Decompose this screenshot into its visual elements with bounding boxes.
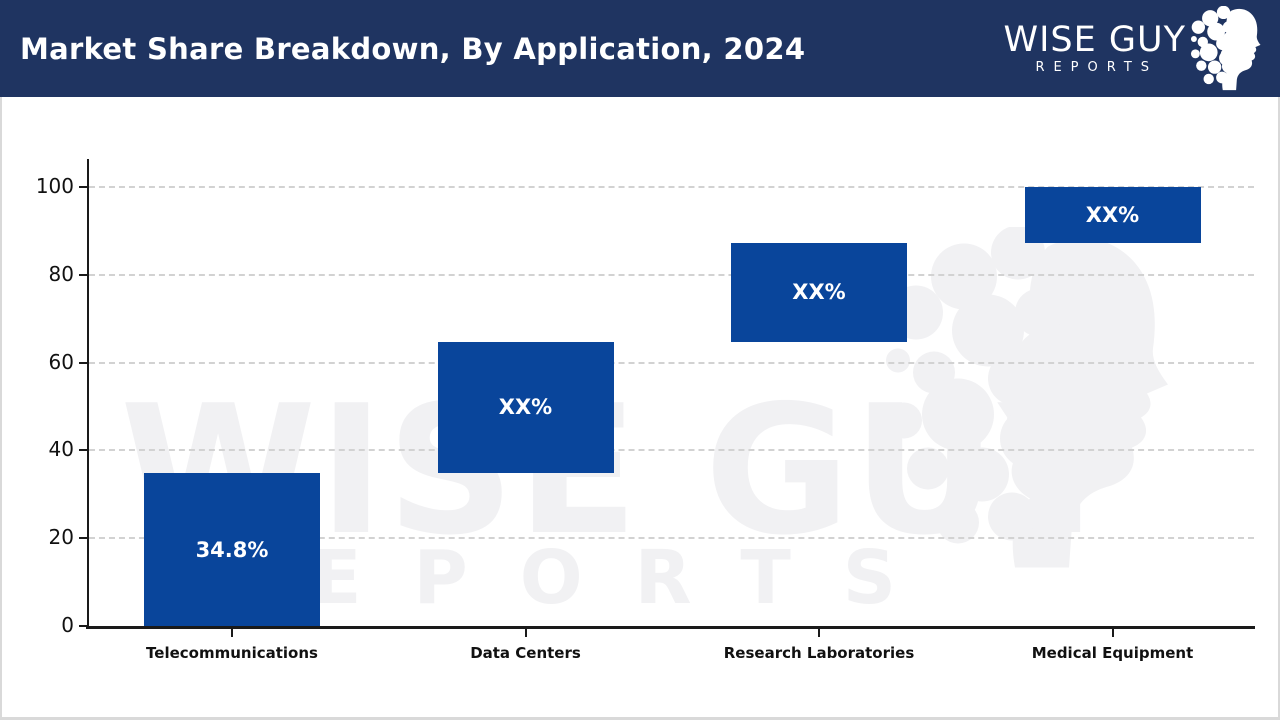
- gridline-40: [89, 449, 1254, 452]
- bar-telecommunications: 34.8%: [144, 473, 320, 626]
- bar-value-label: XX%: [792, 280, 846, 305]
- y-tick-60: [79, 361, 87, 364]
- chart-area: WISE GUY REPORTS 0 20 40 60 80 100 34.8% Teleco…: [0, 97, 1280, 720]
- bar-value-label: 34.8%: [195, 537, 269, 562]
- y-tick-40: [79, 449, 87, 452]
- bar-value-label: XX%: [1085, 203, 1140, 228]
- y-tick-label-0: 0: [61, 613, 74, 637]
- page-title: Market Share Breakdown, By Application, …: [20, 31, 806, 66]
- y-tick-label-60: 60: [48, 349, 74, 374]
- wise-guy-logo: WISE GUY REPORTS: [1003, 5, 1280, 92]
- bar-medical-equipment: XX%: [1024, 187, 1201, 244]
- x-axis-spine: [86, 626, 1255, 629]
- logo-text: WISE GUY REPORTS: [1003, 19, 1186, 75]
- y-tick-label-100: 100: [35, 174, 74, 198]
- x-tick-1: [524, 629, 527, 637]
- bar-value-label: XX%: [498, 395, 553, 420]
- header-bar: Market Share Breakdown, By Application, …: [0, 0, 1280, 97]
- logo-wordmark: WISE GUY: [1003, 19, 1186, 60]
- y-tick-label-20: 20: [48, 525, 74, 550]
- x-tick-label-0: Telecommunications: [146, 644, 318, 662]
- y-tick-100: [79, 186, 87, 188]
- x-tick-0: [231, 629, 233, 637]
- y-tick-0: [79, 625, 87, 627]
- gridline-100: [89, 186, 1254, 188]
- gridline-80: [89, 273, 1254, 276]
- y-axis-spine: [87, 159, 89, 627]
- gridline-60: [89, 361, 1254, 364]
- logo-subtext: REPORTS: [1035, 59, 1159, 75]
- x-tick-label-1: Data Centers: [470, 644, 581, 662]
- bar-data-centers: XX%: [437, 341, 614, 474]
- watermark-head-icon: [886, 227, 1168, 568]
- y-tick-20: [79, 537, 87, 540]
- y-tick-label-40: 40: [48, 437, 74, 462]
- gridline-20: [89, 537, 1254, 540]
- x-tick-2: [818, 629, 820, 637]
- y-tick-label-80: 80: [48, 261, 74, 286]
- y-tick-80: [79, 273, 87, 276]
- x-tick-label-2: Research Laboratories: [723, 644, 915, 662]
- x-tick-label-3: Medical Equipment: [1031, 644, 1194, 662]
- bar-research-laboratories: XX%: [731, 243, 907, 342]
- wise-guy-head-icon: [1190, 5, 1261, 90]
- x-tick-3: [1111, 629, 1114, 637]
